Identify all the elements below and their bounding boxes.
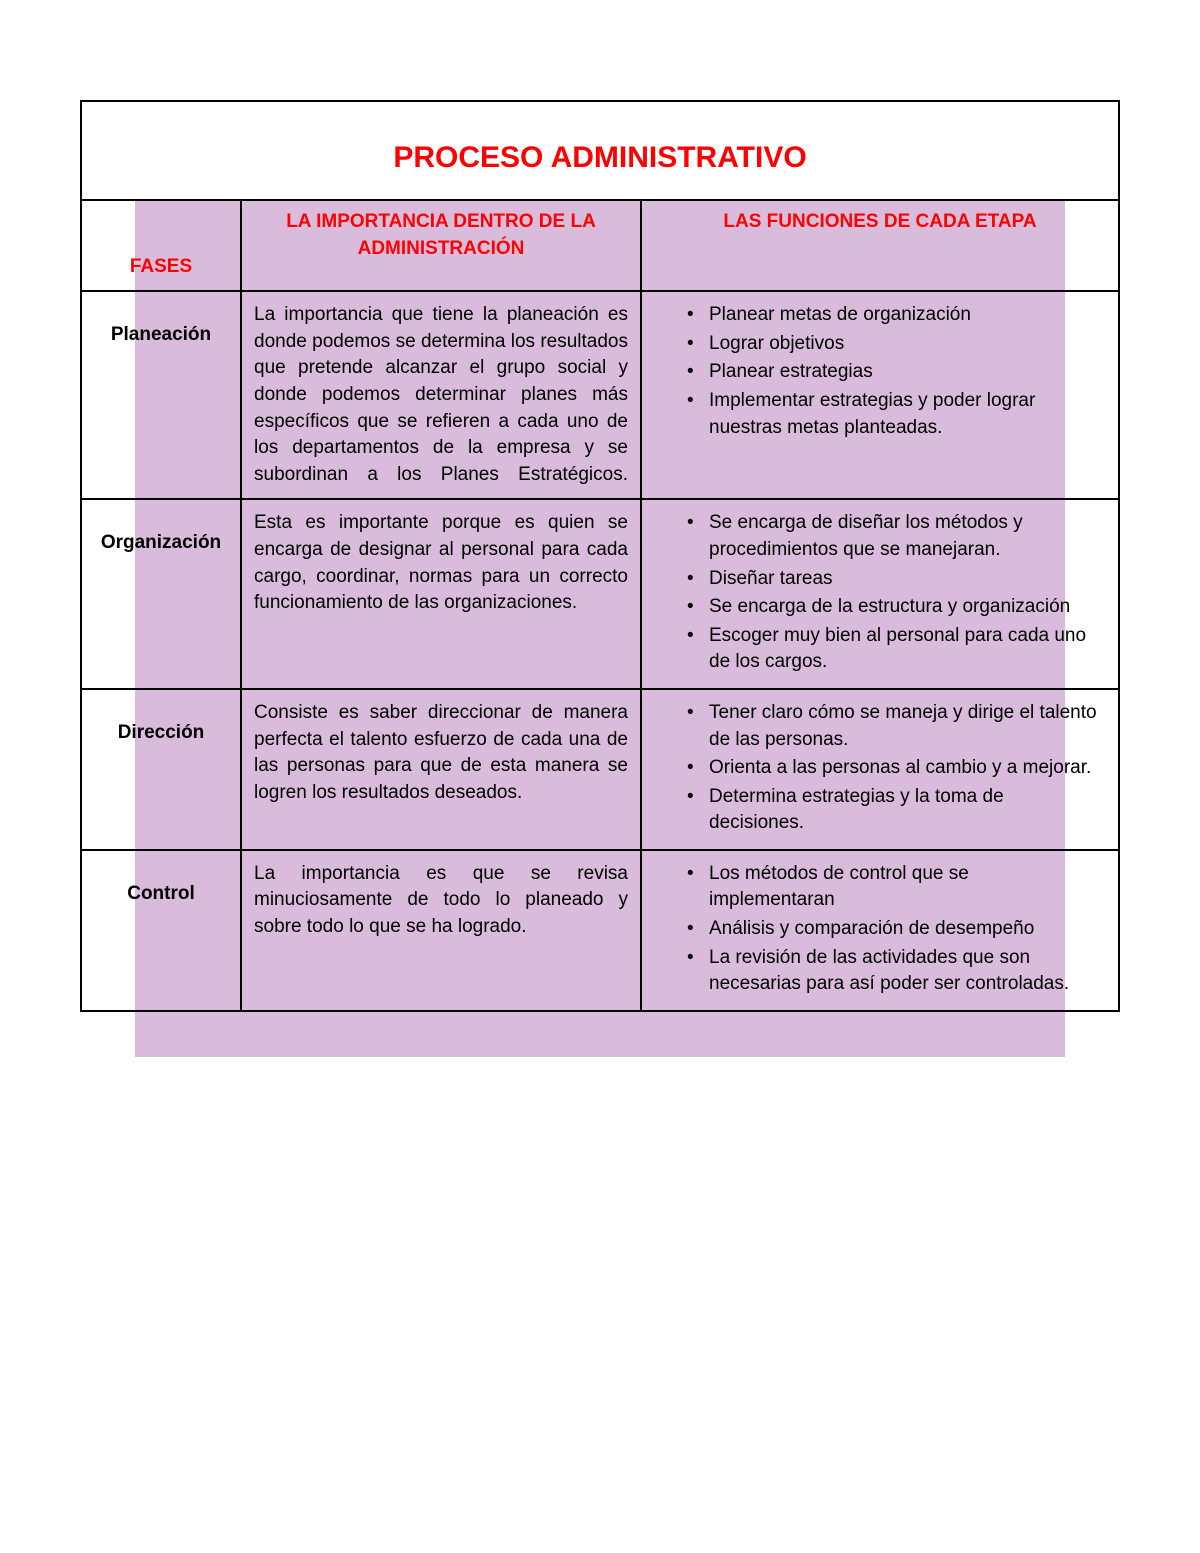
list-item: Planear metas de organización: [687, 302, 1098, 329]
header-importancia: LA IMPORTANCIA DENTRO DE LA ADMINISTRACI…: [241, 200, 641, 291]
header-fases: FASES: [81, 200, 241, 291]
list-item: Diseñar tareas: [687, 566, 1098, 593]
list-item: Análisis y comparación de desempeño: [687, 916, 1098, 943]
list-item: Se encarga de diseñar los métodos y proc…: [687, 510, 1098, 563]
table-row: PlaneaciónLa importancia que tiene la pl…: [81, 291, 1119, 499]
functions-list: Tener claro cómo se maneja y dirige el t…: [652, 700, 1098, 837]
functions-list: Se encarga de diseñar los métodos y proc…: [652, 510, 1098, 676]
document-container: PROCESO ADMINISTRATIVO FASES LA IMPORTAN…: [80, 100, 1120, 1012]
table-row: ControlLa importancia es que se revisa m…: [81, 850, 1119, 1011]
list-item: Implementar estrategias y poder lograr n…: [687, 388, 1098, 441]
functions-cell: Tener claro cómo se maneja y dirige el t…: [641, 689, 1119, 850]
functions-list: Los métodos de control que se implementa…: [652, 861, 1098, 998]
phase-name-cell: Control: [81, 850, 241, 1011]
admin-process-table: PROCESO ADMINISTRATIVO FASES LA IMPORTAN…: [80, 100, 1120, 1012]
phase-name-cell: Planeación: [81, 291, 241, 499]
phase-name-cell: Dirección: [81, 689, 241, 850]
importance-cell: La importancia es que se revisa minucios…: [241, 850, 641, 1011]
table-row: DirecciónConsiste es saber direccionar d…: [81, 689, 1119, 850]
functions-cell: Se encarga de diseñar los métodos y proc…: [641, 499, 1119, 689]
list-item: Se encarga de la estructura y organizaci…: [687, 594, 1098, 621]
functions-cell: Planear metas de organizaciónLograr obje…: [641, 291, 1119, 499]
table-title: PROCESO ADMINISTRATIVO: [81, 101, 1119, 200]
importance-cell: Consiste es saber direccionar de manera …: [241, 689, 641, 850]
importance-cell: Esta es importante porque es quien se en…: [241, 499, 641, 689]
header-funciones: LAS FUNCIONES DE CADA ETAPA: [641, 200, 1119, 291]
table-row: OrganizaciónEsta es importante porque es…: [81, 499, 1119, 689]
phase-name-cell: Organización: [81, 499, 241, 689]
list-item: Planear estrategias: [687, 359, 1098, 386]
list-item: Tener claro cómo se maneja y dirige el t…: [687, 700, 1098, 753]
importance-cell: La importancia que tiene la planeación e…: [241, 291, 641, 499]
list-item: Determina estrategias y la toma de decis…: [687, 784, 1098, 837]
functions-cell: Los métodos de control que se implementa…: [641, 850, 1119, 1011]
list-item: Escoger muy bien al personal para cada u…: [687, 623, 1098, 676]
list-item: Los métodos de control que se implementa…: [687, 861, 1098, 914]
list-item: Lograr objetivos: [687, 331, 1098, 358]
functions-list: Planear metas de organizaciónLograr obje…: [652, 302, 1098, 441]
list-item: Orienta a las personas al cambio y a mej…: [687, 755, 1098, 782]
list-item: La revisión de las actividades que son n…: [687, 945, 1098, 998]
